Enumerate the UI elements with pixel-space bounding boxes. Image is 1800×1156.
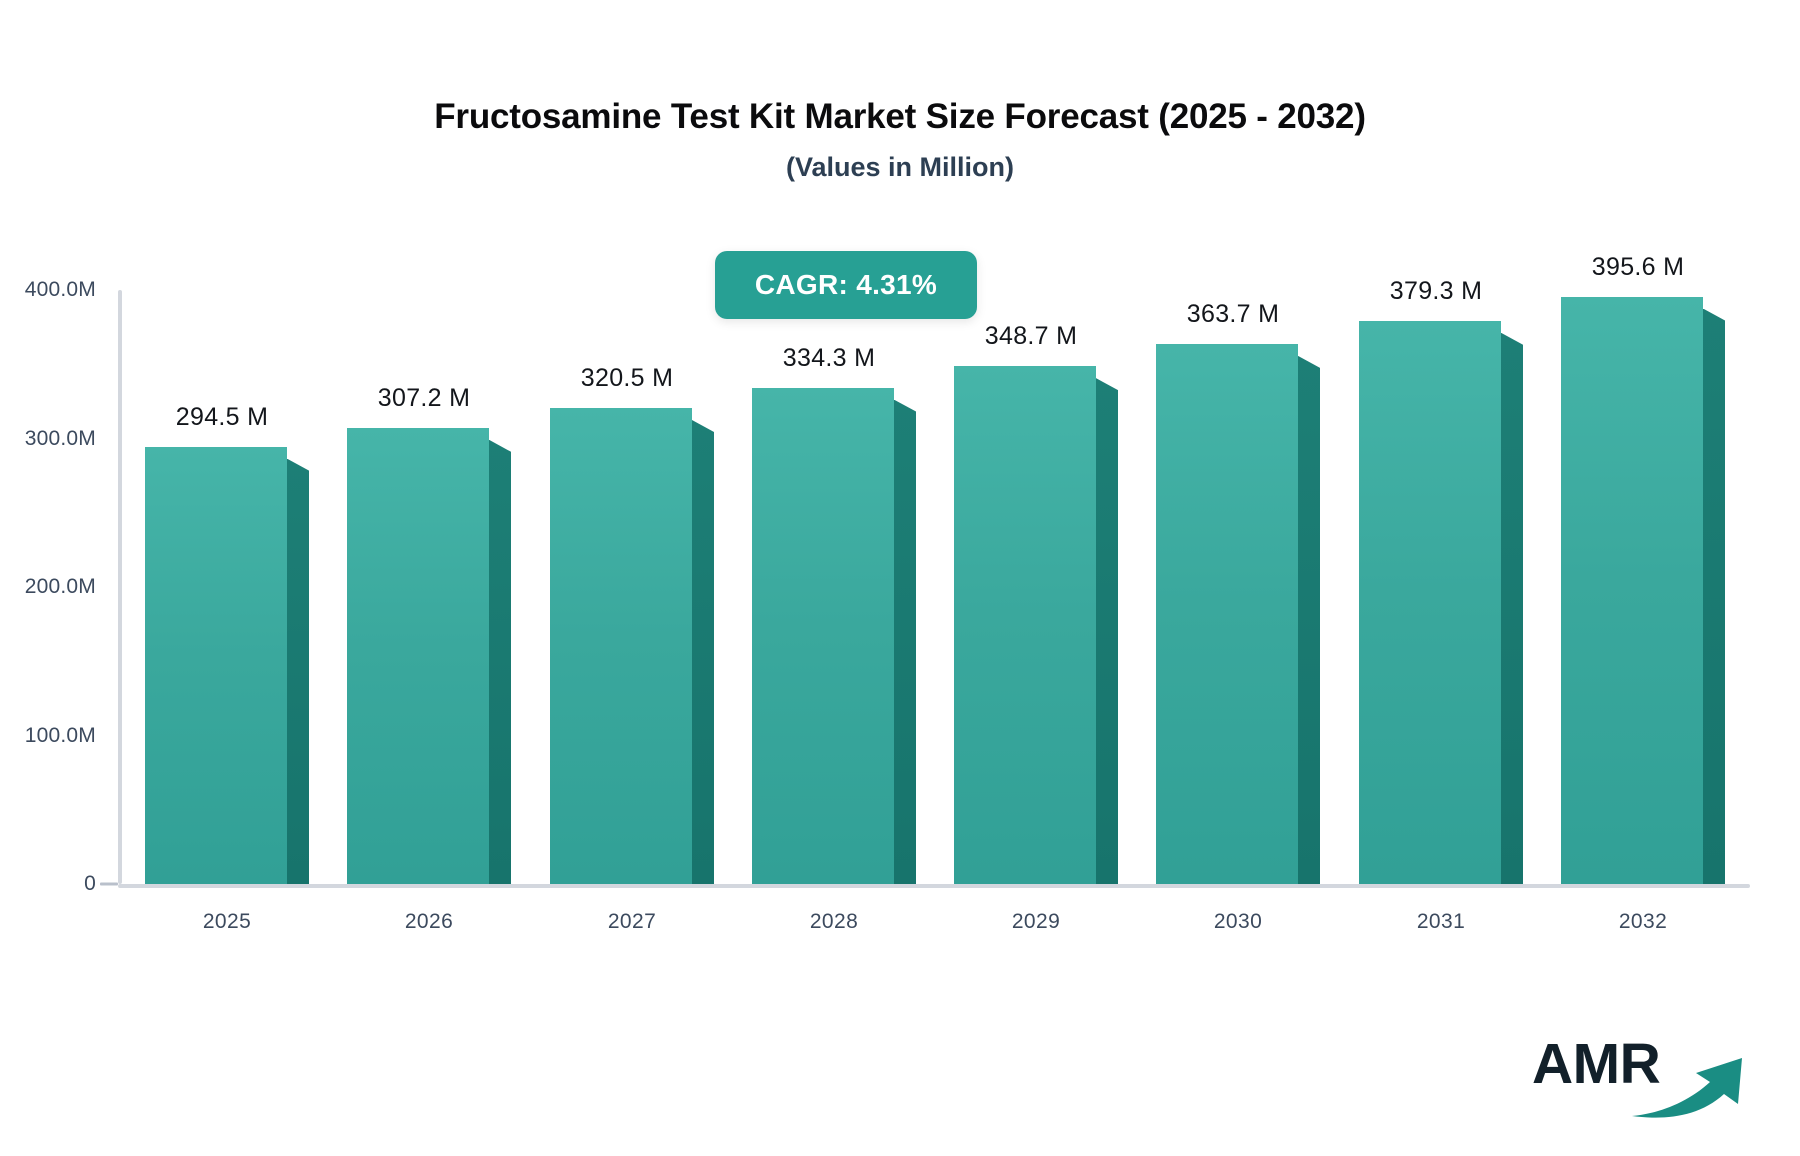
bar-side-face <box>489 439 511 884</box>
x-axis-tick-label: 2026 <box>404 910 454 933</box>
y-axis-line <box>118 290 122 884</box>
bar-side-face <box>1298 355 1320 884</box>
y-axis-tick-label: 300.0M <box>24 426 96 450</box>
x-axis-tick-label: 2027 <box>607 910 657 933</box>
bar-value-label: 320.5 M <box>580 364 674 393</box>
x-axis-tick-label: 2032 <box>1618 910 1668 933</box>
bar-side-face <box>1703 308 1725 884</box>
bar-value-label: 363.7 M <box>1186 299 1280 328</box>
bar-front-face <box>347 427 489 884</box>
bar-front-face <box>752 387 894 884</box>
x-axis-line <box>118 884 1750 888</box>
x-axis-tick-label: 2028 <box>809 910 859 933</box>
bar-value-label: 348.7 M <box>984 322 1078 351</box>
bar-front-face <box>550 408 692 884</box>
bar[interactable] <box>1359 320 1523 884</box>
bar-front-face <box>1561 296 1703 884</box>
x-axis-tick-label: 2025 <box>202 910 252 933</box>
y-axis-tick-label: 100.0M <box>24 723 96 747</box>
bar-value-label: 307.2 M <box>377 383 471 412</box>
bar-value-label: 379.3 M <box>1389 276 1483 305</box>
x-axis-tick-label: 2031 <box>1416 910 1466 933</box>
bar-front-face <box>954 366 1096 884</box>
page-title: Fructosamine Test Kit Market Size Foreca… <box>434 97 1366 136</box>
bar-front-face <box>1156 343 1298 884</box>
amr-logo: AMR <box>1532 1036 1772 1122</box>
bar-side-face <box>692 420 714 884</box>
bar[interactable] <box>550 408 714 884</box>
bar[interactable] <box>145 446 309 884</box>
y-axis-tick-mark <box>100 882 118 886</box>
bar-side-face <box>1501 332 1523 884</box>
y-axis-tick-label: 200.0M <box>24 575 96 598</box>
growth-arrow-icon <box>1630 1054 1762 1125</box>
y-axis-tick-label: 400.0M <box>24 278 96 301</box>
bar-value-label: 395.6 M <box>1591 252 1685 281</box>
bar[interactable] <box>954 366 1118 884</box>
bar-value-label: 334.3 M <box>782 343 876 372</box>
bar-side-face <box>1096 378 1118 884</box>
bar-front-face <box>1359 320 1501 884</box>
cagr-badge[interactable]: CAGR: 4.31% <box>715 251 977 319</box>
bar[interactable] <box>1156 343 1320 884</box>
bar[interactable] <box>347 427 511 884</box>
x-axis-tick-label: 2030 <box>1213 910 1263 933</box>
bar-front-face <box>145 446 287 884</box>
title-block: Fructosamine Test Kit Market Size Foreca… <box>0 96 1800 183</box>
bar[interactable] <box>752 387 916 884</box>
chart-subtitle: (Values in Million) <box>785 152 1015 182</box>
bar-side-face <box>287 458 309 884</box>
cagr-badge-label: CAGR: 4.31% <box>754 269 938 300</box>
bar-value-label: 294.5 M <box>175 402 269 431</box>
x-axis-tick-label: 2029 <box>1011 910 1061 933</box>
bar[interactable] <box>1561 296 1725 884</box>
bar-side-face <box>894 399 916 884</box>
y-axis-tick-label: 0 <box>84 872 96 895</box>
logo-text: AMR <box>1532 1032 1661 1096</box>
